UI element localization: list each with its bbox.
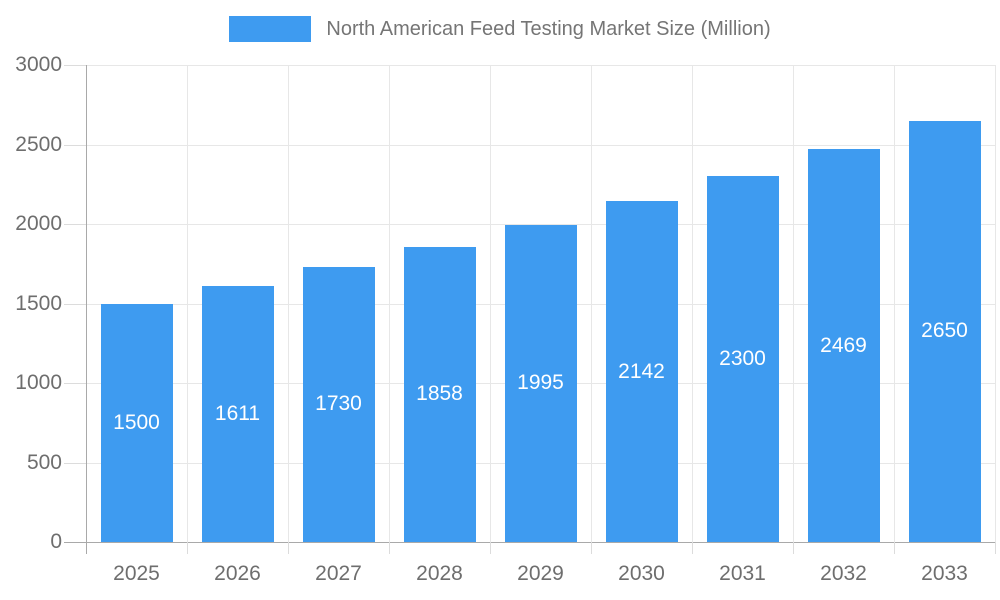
x-tick: [389, 542, 390, 554]
bar[interactable]: [908, 120, 981, 542]
bar-value-label[interactable]: 1730: [315, 392, 362, 416]
x-tick: [995, 542, 996, 554]
y-axis-label: 2500: [15, 133, 62, 156]
x-tick: [591, 542, 592, 554]
x-axis-label: 2025: [113, 562, 160, 585]
v-gridline: [288, 65, 289, 542]
y-axis-label: 0: [50, 530, 62, 553]
h-gridline: [86, 145, 995, 146]
y-tick: [64, 65, 86, 66]
x-axis-label: 2032: [820, 562, 867, 585]
bar[interactable]: [605, 201, 678, 542]
v-gridline: [389, 65, 390, 542]
x-axis-label: 2030: [618, 562, 665, 585]
y-tick: [64, 383, 86, 384]
x-axis-label: 2029: [517, 562, 564, 585]
x-axis-label: 2026: [214, 562, 261, 585]
y-tick: [64, 463, 86, 464]
bar[interactable]: [504, 224, 577, 542]
bar[interactable]: [706, 176, 779, 542]
x-axis-label: 2031: [719, 562, 766, 585]
bar-value-label[interactable]: 2650: [921, 319, 968, 343]
bar-value-label[interactable]: 1500: [113, 410, 160, 434]
v-gridline: [692, 65, 693, 542]
y-tick: [64, 145, 86, 146]
x-axis-line: [64, 542, 995, 543]
x-tick: [187, 542, 188, 554]
v-gridline: [187, 65, 188, 542]
bar-value-label[interactable]: 2469: [820, 333, 867, 357]
bar[interactable]: [201, 285, 274, 542]
bar-value-label[interactable]: 1995: [517, 371, 564, 395]
y-axis-label: 500: [26, 451, 62, 474]
v-gridline: [894, 65, 895, 542]
v-gridline: [591, 65, 592, 542]
h-gridline: [86, 224, 995, 225]
bar-value-label[interactable]: 2300: [719, 347, 766, 371]
y-tick: [64, 224, 86, 225]
legend[interactable]: North American Feed Testing Market Size …: [0, 16, 1000, 42]
x-axis-label: 2028: [416, 562, 463, 585]
x-tick: [288, 542, 289, 554]
x-tick: [692, 542, 693, 554]
x-tick: [894, 542, 895, 554]
bar-value-label[interactable]: 1858: [416, 382, 463, 406]
x-axis-label: 2033: [921, 562, 968, 585]
bar-value-label[interactable]: 1611: [214, 401, 261, 425]
legend-swatch[interactable]: [229, 16, 312, 42]
x-tick: [490, 542, 491, 554]
y-tick: [64, 304, 86, 305]
v-gridline: [793, 65, 794, 542]
y-axis-line: [86, 65, 87, 554]
y-axis-label: 3000: [15, 53, 62, 76]
y-axis-label: 1500: [15, 292, 62, 315]
v-gridline: [490, 65, 491, 542]
v-gridline: [995, 65, 996, 542]
bar[interactable]: [100, 303, 173, 542]
h-gridline: [86, 65, 995, 66]
bar[interactable]: [302, 266, 375, 542]
y-axis-label: 1000: [15, 371, 62, 394]
legend-label[interactable]: North American Feed Testing Market Size …: [326, 18, 771, 40]
y-axis-label: 2000: [15, 212, 62, 235]
x-tick: [793, 542, 794, 554]
bar-value-label[interactable]: 2142: [618, 359, 665, 383]
bar[interactable]: [403, 246, 476, 542]
x-axis-label: 2027: [315, 562, 362, 585]
bar[interactable]: [807, 149, 880, 542]
